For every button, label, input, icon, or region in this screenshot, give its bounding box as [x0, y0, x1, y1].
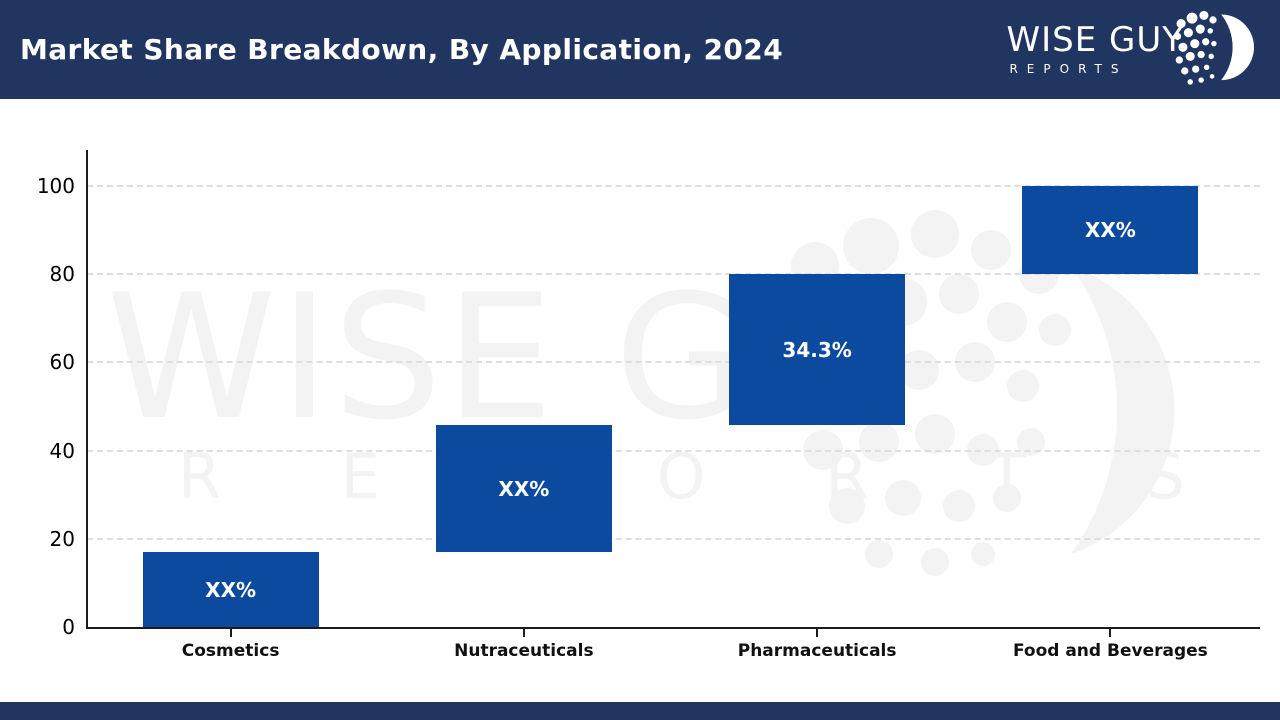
bar-value-label-food-and-beverages: XX%	[1084, 218, 1136, 243]
wise-guy-logo: WISE GUY REPORTS	[1006, 9, 1256, 91]
y-tick-label: 100	[36, 174, 75, 198]
y-tick-label: 0	[62, 615, 75, 639]
x-tick-food-and-beverages	[1109, 629, 1112, 637]
x-axis-label-pharmaceuticals: Pharmaceuticals	[737, 641, 897, 661]
logo-reports-text: REPORTS	[1009, 62, 1128, 76]
x-axis-label-cosmetics: Cosmetics	[181, 641, 280, 661]
gridline-80	[87, 273, 1260, 276]
bar-food-and-beverages: XX%	[1022, 186, 1199, 275]
bar-value-label-pharmaceuticals: 34.3%	[782, 337, 852, 362]
bar-value-label-cosmetics: XX%	[205, 577, 257, 602]
x-axis-label-nutraceuticals: Nutraceuticals	[454, 641, 594, 661]
y-tick-label: 40	[49, 438, 75, 463]
logo-face-dots-icon	[1173, 10, 1254, 85]
gridline-40	[87, 449, 1260, 452]
x-axis-line	[86, 627, 1260, 629]
gridline-100	[87, 185, 1260, 187]
logo-wordmark: WISE GUY	[1006, 20, 1184, 60]
x-tick-cosmetics	[229, 629, 232, 637]
y-tick-label: 20	[49, 526, 75, 551]
gridline-60	[87, 361, 1260, 364]
x-tick-nutraceuticals	[522, 629, 525, 637]
footer-bar	[0, 702, 1280, 720]
chart-title: Market Share Breakdown, By Application, …	[20, 33, 784, 66]
gridline-20	[87, 537, 1260, 540]
bar-cosmetics: XX%	[142, 552, 319, 627]
bar-value-label-nutraceuticals: XX%	[498, 476, 550, 501]
y-axis-line	[86, 150, 88, 629]
x-tick-pharmaceuticals	[816, 629, 819, 637]
bar-pharmaceuticals: 34.3%	[729, 274, 906, 426]
y-tick-label: 80	[49, 262, 75, 287]
logo-text: WISE GUY REPORTS	[1006, 23, 1184, 76]
x-axis-label-food-and-beverages: Food and Beverages	[1012, 641, 1208, 661]
y-tick-label: 60	[49, 350, 75, 375]
bar-nutraceuticals: XX%	[435, 425, 612, 553]
header-bar: Market Share Breakdown, By Application, …	[0, 0, 1280, 99]
